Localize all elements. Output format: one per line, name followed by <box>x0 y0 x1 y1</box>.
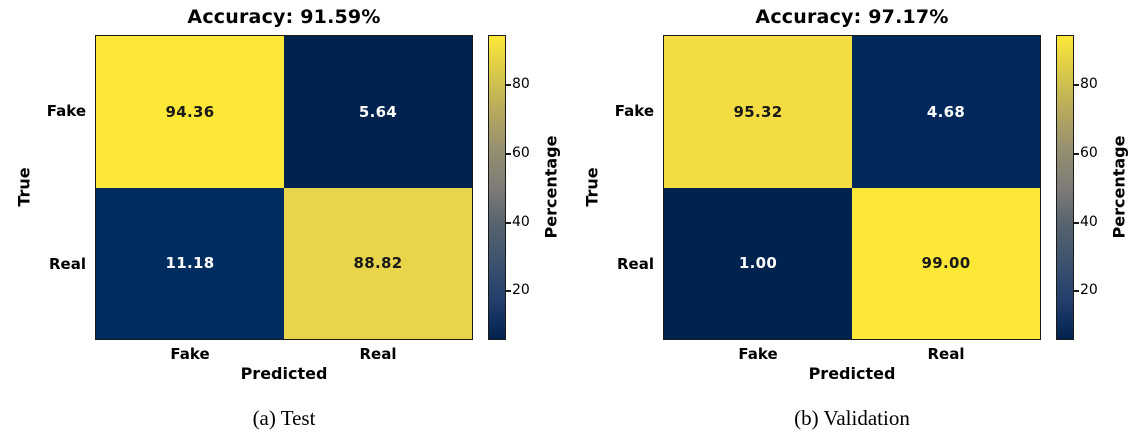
colorbar-tick-mark <box>1074 153 1079 155</box>
x-axis-label: Predicted <box>808 364 896 383</box>
colorbar-ticks: 80 60 40 20 <box>512 35 544 340</box>
heatmap-cell: 88.82 <box>284 187 472 339</box>
colorbar-tick: 80 <box>512 76 530 92</box>
heatmap-cell: 99.00 <box>852 187 1040 339</box>
colorbar-tick-mark <box>506 153 511 155</box>
panel-test: Accuracy: 91.59% True Fake Real 94.36 5.… <box>14 6 561 430</box>
heatmap-cell: 4.68 <box>852 36 1040 188</box>
colorbar-ticks: 80 60 40 20 <box>1080 35 1112 340</box>
colorbar <box>1056 35 1079 340</box>
heatmap-cell: 94.36 <box>96 36 284 188</box>
x-tick-label: Real <box>359 345 397 363</box>
colorbar-tick-mark <box>506 290 511 292</box>
colorbar-tick-mark <box>506 84 511 86</box>
colorbar-label: Percentage <box>541 135 561 239</box>
y-tick-label: Real <box>49 255 86 273</box>
y-tick-label: Fake <box>46 102 86 120</box>
colorbar <box>488 35 511 340</box>
subfigure-caption: (b) Validation <box>794 406 910 430</box>
colorbar-tick: 80 <box>1080 76 1098 92</box>
chart-title: Accuracy: 91.59% <box>187 6 381 28</box>
heatmap-cell: 95.32 <box>664 36 852 188</box>
x-axis-label: Predicted <box>240 364 328 383</box>
colorbar-tick: 60 <box>1080 145 1098 161</box>
x-tick-label: Real <box>927 345 965 363</box>
colorbar-tick: 40 <box>1080 214 1098 230</box>
panel-validation: Accuracy: 97.17% True Fake Real 95.32 4.… <box>568 0 1136 446</box>
colorbar-tick-mark <box>506 222 511 224</box>
colorbar-tick-mark <box>1074 222 1079 224</box>
subfigure-caption: (a) Test <box>252 406 316 430</box>
y-tick-label: Fake <box>614 102 654 120</box>
heatmap-cell: 5.64 <box>284 36 472 188</box>
heatmap: 95.32 4.68 1.00 99.00 <box>663 35 1041 340</box>
y-axis-label: True <box>582 167 602 207</box>
heatmap-cell: 1.00 <box>664 187 852 339</box>
colorbar-tick: 60 <box>512 145 530 161</box>
colorbar-tick: 20 <box>512 282 530 298</box>
colorbar-tick: 20 <box>1080 282 1098 298</box>
x-tick-label: Fake <box>170 345 210 363</box>
colorbar-tick: 40 <box>512 214 530 230</box>
y-axis-label: True <box>14 167 34 207</box>
colorbar-label: Percentage <box>1109 135 1129 239</box>
x-tick-label: Fake <box>738 345 778 363</box>
heatmap: 94.36 5.64 11.18 88.82 <box>95 35 473 340</box>
heatmap-cell: 11.18 <box>96 187 284 339</box>
colorbar-tick-mark <box>1074 290 1079 292</box>
y-tick-label: Real <box>617 255 654 273</box>
chart-title: Accuracy: 97.17% <box>755 6 949 28</box>
colorbar-tick-mark <box>1074 84 1079 86</box>
